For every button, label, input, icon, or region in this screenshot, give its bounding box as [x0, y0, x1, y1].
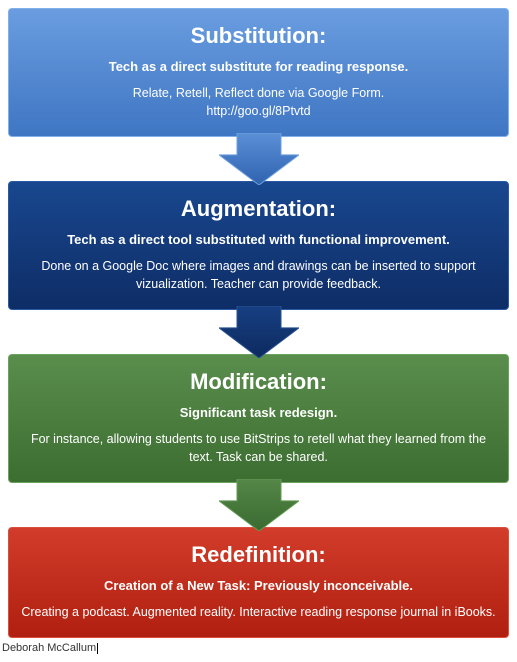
block-subtitle: Significant task redesign.: [21, 405, 496, 422]
flow-block: Substitution: Tech as a direct substitute…: [8, 8, 509, 137]
flow-block: Modification: Significant task redesign. F…: [8, 354, 509, 483]
credit-text: Deborah McCallum: [2, 642, 96, 654]
block-title: Augmentation:: [21, 196, 496, 222]
block-body: Creating a podcast. Augmented reality. I…: [21, 603, 496, 621]
arrow-connector: [8, 306, 509, 358]
block-title: Modification:: [21, 369, 496, 395]
footer-credit: Deborah McCallum: [0, 638, 517, 662]
block-title: Redefinition:: [21, 542, 496, 568]
block-subtitle: Tech as a direct tool substituted with f…: [21, 232, 496, 249]
down-arrow-icon: [219, 479, 299, 531]
flow-block: Augmentation: Tech as a direct tool subst…: [8, 181, 509, 310]
samr-diagram: Substitution: Tech as a direct substitute…: [0, 0, 517, 638]
block-body: For instance, allowing students to use B…: [21, 430, 496, 466]
text-cursor: [97, 643, 98, 654]
arrow-connector: [8, 133, 509, 185]
arrow-connector: [8, 479, 509, 531]
block-title: Substitution:: [21, 23, 496, 49]
block-body: Done on a Google Doc where images and dr…: [21, 257, 496, 293]
block-subtitle: Tech as a direct substitute for reading …: [21, 59, 496, 76]
block-subtitle: Creation of a New Task: Previously incon…: [21, 578, 496, 595]
block-body: Relate, Retell, Reflect done via Google …: [21, 84, 496, 120]
down-arrow-icon: [219, 306, 299, 358]
flow-block: Redefinition: Creation of a New Task: Pre…: [8, 527, 509, 638]
down-arrow-icon: [219, 133, 299, 185]
